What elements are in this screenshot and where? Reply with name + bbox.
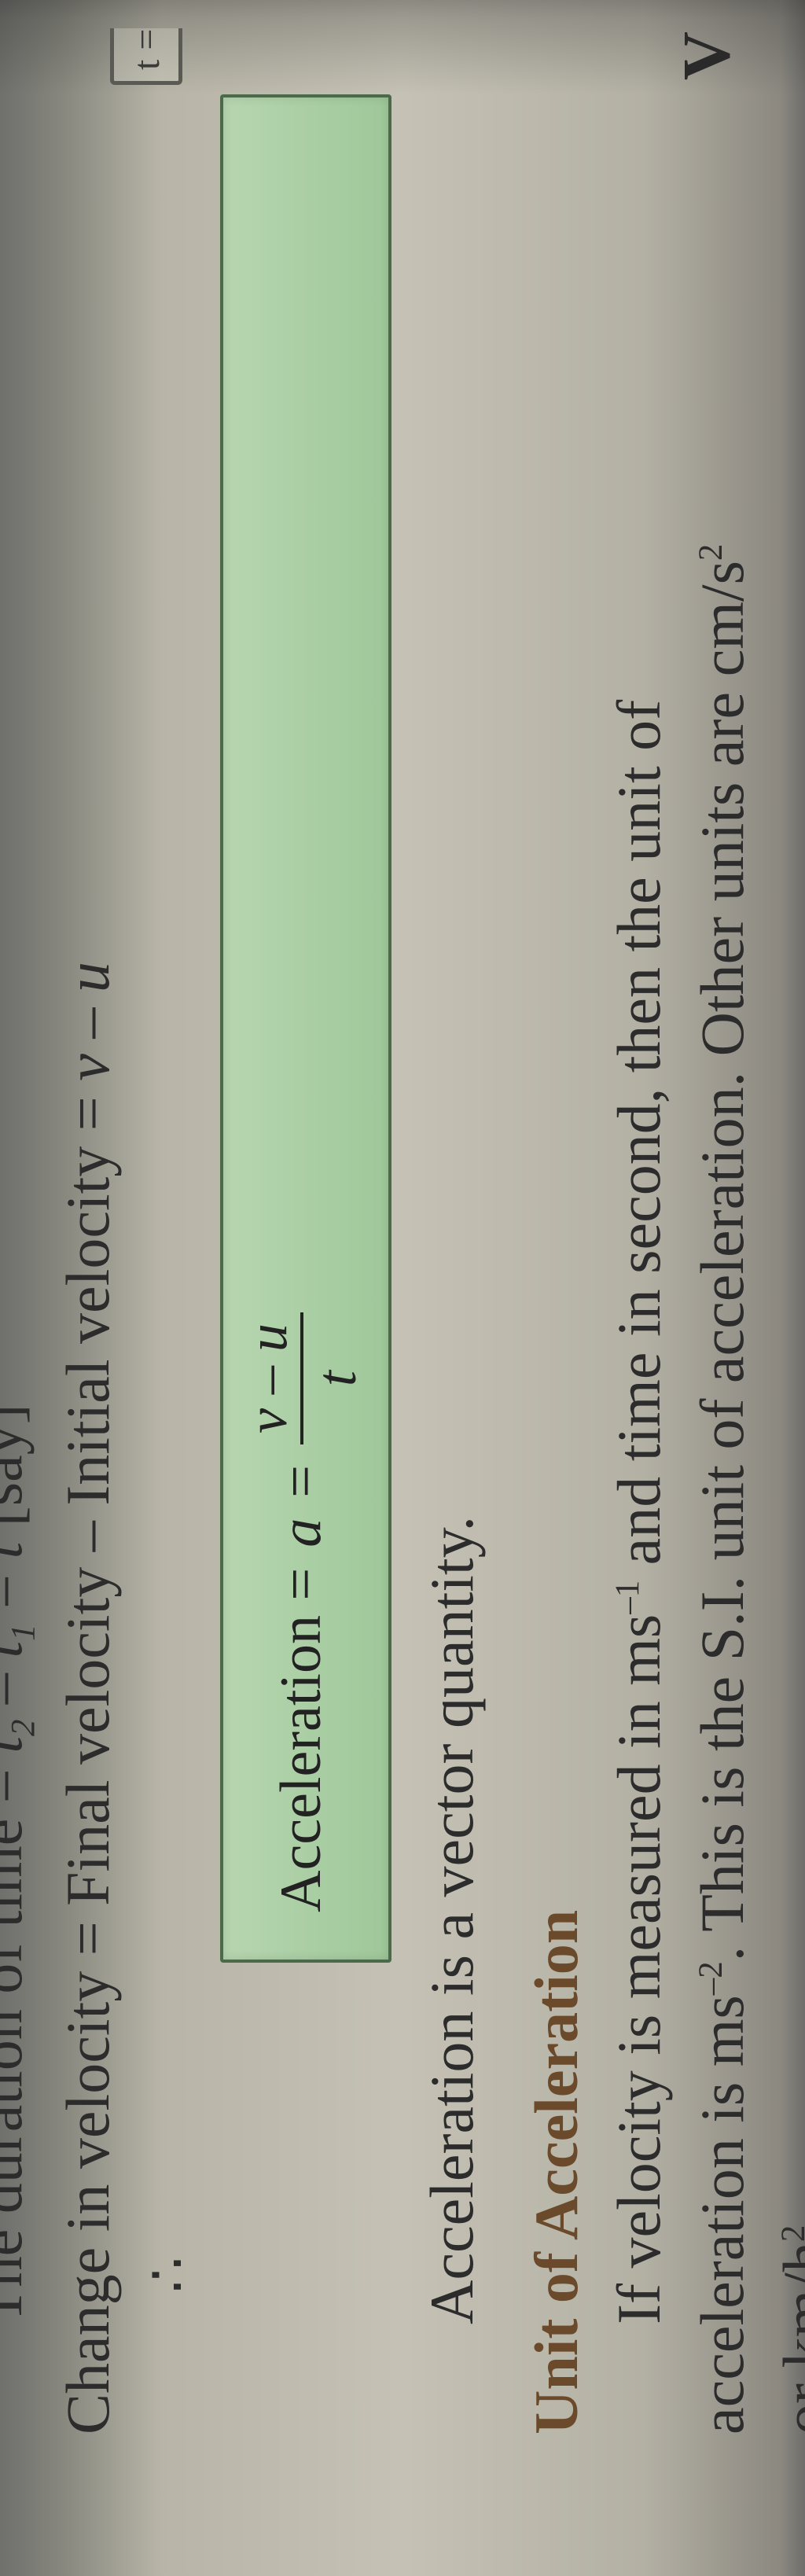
formula-eq: = xyxy=(268,1465,335,1498)
edge-cропped-box: t = xyxy=(110,28,182,85)
scanned-page: The duration of time = t2 – t1 = t [say]… xyxy=(0,0,805,2576)
formula-denominator: t xyxy=(307,1360,366,1397)
formula-label: Acceleration = xyxy=(268,1568,335,1912)
unit-of-acceleration-heading: Unit of Acceleration xyxy=(515,94,597,2434)
formula-fraction: v – u t xyxy=(237,1312,366,1444)
unit-paragraph-line2: acceleration is ms–2. This is the S.I. u… xyxy=(681,94,763,2434)
acceleration-formula-box: Acceleration = a = v – u t xyxy=(220,94,391,1963)
edge-letter-v: V xyxy=(667,31,745,80)
unit-paragraph-line1: If velocity is measured in ms–1 and time… xyxy=(597,94,680,2434)
unit-paragraph-line3: or km/h2 xyxy=(763,94,805,2434)
rotated-text-block: The duration of time = t2 – t1 = t [say]… xyxy=(0,0,805,2576)
change-velocity-line: Change in velocity = Final velocity – In… xyxy=(46,94,129,2434)
therefore-symbol: ∴ xyxy=(130,94,206,2434)
fraction-bar xyxy=(300,1312,303,1444)
formula-lhs: a xyxy=(268,1518,335,1547)
vector-quantity-line: Acceleration is a vector quantity. xyxy=(410,94,493,2434)
formula-numerator: v – u xyxy=(237,1312,297,1444)
acceleration-formula: Acceleration = a = v – u t xyxy=(237,145,366,1912)
duration-line: The duration of time = t2 – t1 = t [say] xyxy=(0,94,46,2434)
